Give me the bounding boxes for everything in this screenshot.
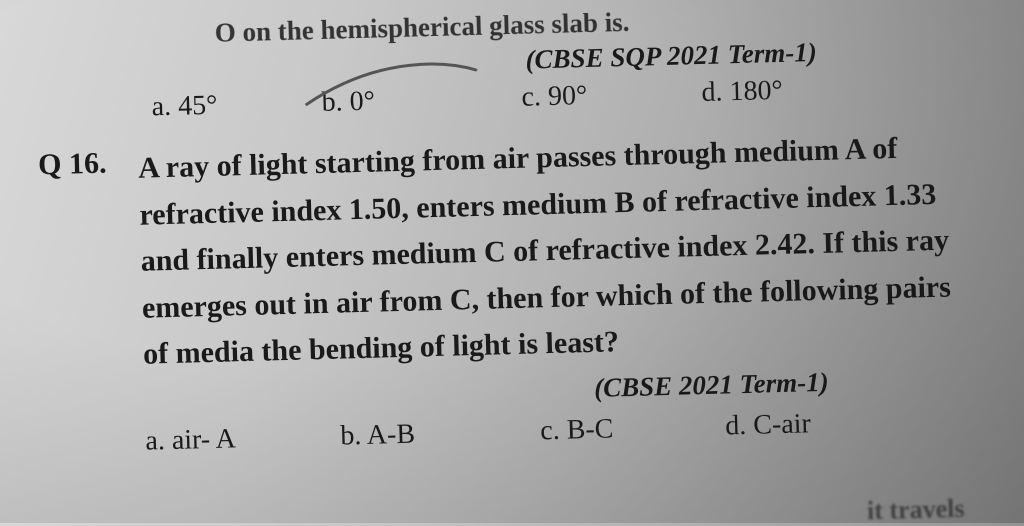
previous-question-options: a. 45° b. 0° c. 90° d. 180° (151, 70, 981, 124)
option-b: b. A-B (340, 415, 541, 452)
prev-option-d: d. 180° (701, 75, 783, 109)
source-citation-top: (CBSE SQP 2021 Term-1) (525, 33, 980, 76)
prev-option-b: b. 0° (321, 82, 522, 119)
next-line-fragment: it travels (866, 494, 964, 526)
option-d: d. C-air (725, 408, 811, 442)
source-citation-bottom: (CBSE 2021 Term-1) (594, 362, 989, 403)
question-block: Q 16. A ray of light starting from air p… (38, 124, 988, 381)
option-a: a. air- A (145, 420, 341, 457)
question-number: Q 16. (38, 146, 139, 183)
question-options: a. air- A b. A-B c. B-C d. C-air (145, 403, 990, 457)
question-text: A ray of light starting from air passes … (138, 124, 988, 379)
prev-option-a: a. 45° (151, 87, 322, 123)
prev-option-c: c. 90° (521, 77, 702, 114)
prev-option-b-label: b. 0° (321, 86, 375, 118)
page-content: O on the hemispherical glass slab is. (C… (34, 0, 989, 460)
option-c: c. B-C (540, 410, 726, 447)
